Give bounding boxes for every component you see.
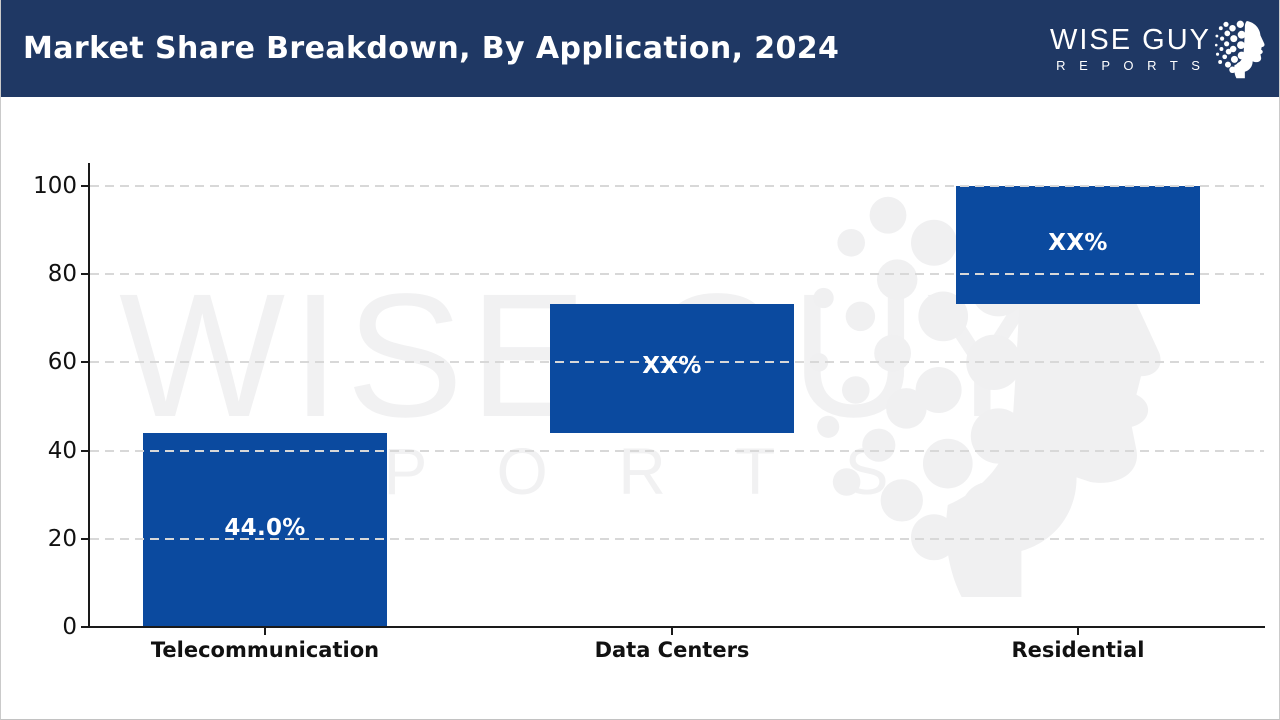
x-tick-mark-3 [1077, 627, 1079, 635]
gridline-y-80 [90, 273, 1264, 276]
x-category-label: Data Centers [594, 638, 750, 662]
gridline-y-20 [90, 537, 1264, 540]
y-axis-line [88, 163, 90, 628]
x-tick-mark-1 [264, 627, 266, 635]
header-bar: Market Share Breakdown, By Application, … [1, 0, 1279, 97]
logo-wordmark-line2: R E P O R T S [1056, 57, 1205, 73]
y-tick-mark-100 [81, 185, 89, 187]
y-tick-label-0: 0 [62, 614, 77, 640]
y-tick-label-80: 80 [47, 261, 77, 288]
logo-wordmark: WISE GUY R E P O R T S [1049, 24, 1211, 73]
x-tick-mark-2 [671, 627, 673, 635]
gridline-y-100 [90, 185, 1264, 187]
bar-data-centers [550, 303, 794, 433]
y-tick-label-60: 60 [47, 349, 77, 376]
y-tick-mark-80 [81, 273, 89, 276]
bar-value-label: XX% [1048, 229, 1108, 256]
gridline-y-60 [90, 361, 1264, 364]
wise-guy-reports-logo: WISE GUY R E P O R T S [1050, 8, 1265, 90]
x-category-label: Residential [1011, 638, 1145, 662]
y-tick-mark-0 [81, 626, 89, 628]
logo-wordmark-line1: WISE GUY [1049, 24, 1211, 57]
x-category-label: Telecommunication [150, 638, 380, 662]
y-tick-label-100: 100 [33, 173, 77, 199]
gridline-y-40 [90, 449, 1264, 452]
bar-value-label: 44.0% [224, 514, 306, 541]
bar-value-label: XX% [642, 353, 702, 380]
y-tick-mark-20 [81, 537, 89, 540]
y-tick-mark-40 [81, 449, 89, 452]
y-tick-mark-60 [81, 361, 89, 364]
y-tick-label-40: 40 [47, 437, 77, 464]
chart-title: Market Share Breakdown, By Application, … [23, 31, 840, 66]
x-axis-line [88, 626, 1265, 628]
y-tick-label-20: 20 [47, 525, 77, 552]
bar-telecommunication [143, 432, 387, 627]
logo-face-icon [1214, 20, 1265, 79]
